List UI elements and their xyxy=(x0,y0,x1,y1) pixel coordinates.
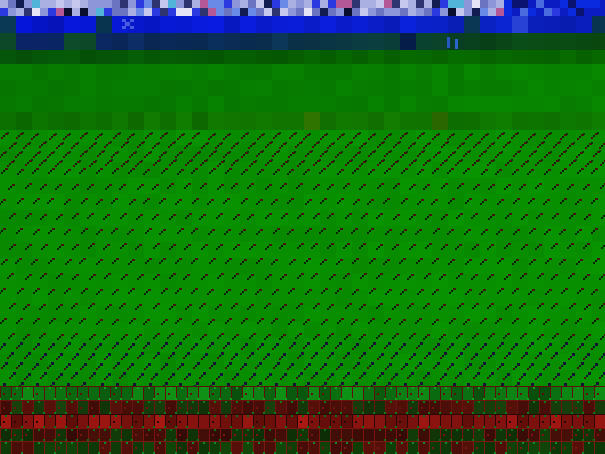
corrupted-game-frame xyxy=(0,0,605,454)
game-scene-canvas[interactable] xyxy=(0,0,605,454)
